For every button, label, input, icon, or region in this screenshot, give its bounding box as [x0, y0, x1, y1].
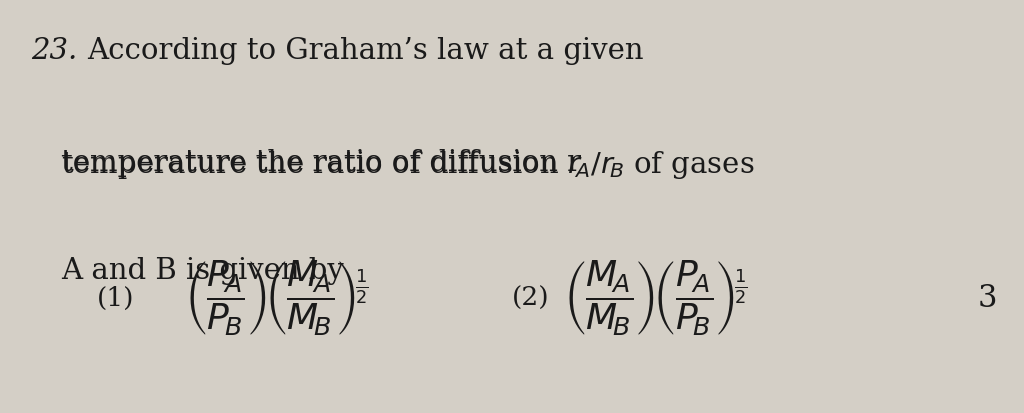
- Text: (1): (1): [97, 285, 135, 310]
- Text: 23.: 23.: [31, 37, 77, 65]
- Text: (2): (2): [512, 285, 550, 310]
- Text: 3: 3: [978, 282, 997, 313]
- Text: temperature the ratio of diffusion r: temperature the ratio of diffusion r: [61, 149, 582, 177]
- Text: $\left(\dfrac{P_{\!A}}{P_{\!B}}\right)\!\left(\dfrac{M_{\!A}}{M_{\!B}}\right)^{\: $\left(\dfrac{P_{\!A}}{P_{\!B}}\right)\!…: [184, 258, 370, 337]
- Text: $\left(\dfrac{M_{\!A}}{M_{\!B}}\right)\!\left(\dfrac{P_{\!A}}{P_{\!B}}\right)^{\: $\left(\dfrac{M_{\!A}}{M_{\!B}}\right)\!…: [563, 258, 749, 337]
- Text: According to Graham’s law at a given: According to Graham’s law at a given: [87, 37, 643, 65]
- Text: A and B is given by: A and B is given by: [61, 256, 344, 284]
- Text: temperature the ratio of diffusion $r_{\!A}/r_{\!B}$ of gases: temperature the ratio of diffusion $r_{\…: [61, 149, 755, 180]
